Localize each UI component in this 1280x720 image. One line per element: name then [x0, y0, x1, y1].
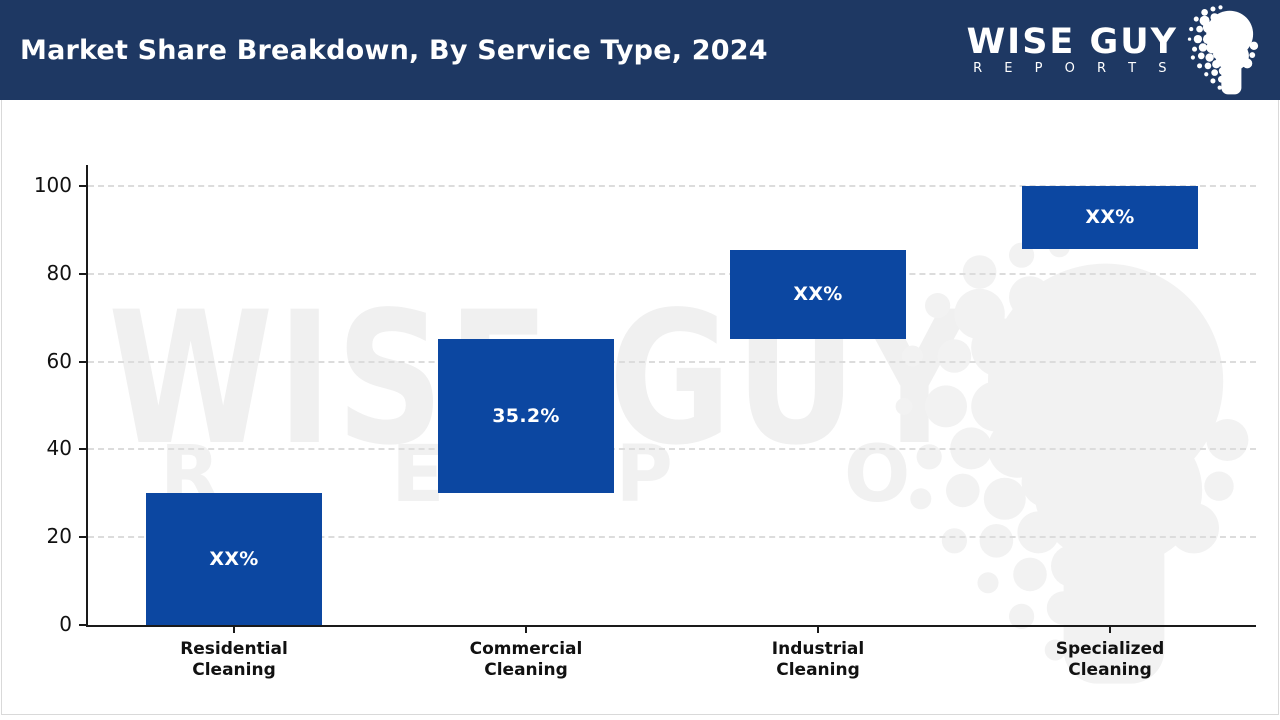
y-axis-tickmark	[79, 360, 87, 363]
y-axis-tick-label: 40	[46, 436, 72, 461]
y-axis-tickmark	[79, 448, 87, 451]
gridline-60	[88, 360, 1256, 363]
x-axis-category-label: Specialized Cleaning	[1015, 639, 1205, 681]
y-axis-tick-label: 60	[46, 348, 72, 373]
x-axis-category-label-line: Cleaning	[776, 660, 860, 680]
y-axis-tickmark	[79, 536, 87, 539]
bar-value-label: XX%	[1085, 206, 1135, 229]
bar-commercial-cleaning: 35.2%	[438, 338, 614, 494]
x-axis-tickmark	[1109, 627, 1111, 633]
x-axis-tickmark	[817, 627, 819, 633]
y-axis-line	[86, 165, 88, 627]
x-axis-category-label: Industrial Cleaning	[723, 639, 913, 681]
x-axis-category-label-line: Industrial	[771, 639, 865, 659]
gridline-40	[88, 448, 1256, 451]
gridline-100	[88, 185, 1256, 187]
y-axis-tick-label: 20	[46, 524, 72, 549]
x-axis-category-label-line: Cleaning	[484, 660, 568, 680]
y-axis-tick-label: 0	[59, 612, 72, 636]
logo-wordmark-line1: WISE GUY	[966, 22, 1178, 62]
x-axis-category-label-line: Cleaning	[192, 660, 276, 680]
x-axis-tickmark	[525, 627, 527, 633]
header-banner: Market Share Breakdown, By Service Type,…	[0, 0, 1280, 100]
bar-value-label: XX%	[209, 548, 259, 571]
y-axis-tickmark	[79, 272, 87, 275]
gridline-80	[88, 272, 1256, 275]
wiseguy-logo: WISE GUY R E P O R T S	[967, 4, 1266, 96]
bar-value-label: 35.2%	[492, 405, 560, 428]
chart-title: Market Share Breakdown, By Service Type,…	[20, 34, 768, 66]
gridline-20	[88, 536, 1256, 539]
bar-value-label: XX%	[793, 283, 843, 306]
x-axis-tickmark	[233, 627, 235, 633]
bar-industrial-cleaning: XX%	[730, 249, 906, 339]
logo-wordmark-line2: R E P O R T S	[973, 61, 1176, 76]
y-axis-tick-label: 100	[33, 173, 72, 197]
x-axis-category-label: Residential Cleaning	[139, 639, 329, 681]
bar-residential-cleaning: XX%	[146, 493, 322, 625]
x-axis-category-label-line: Commercial	[469, 639, 583, 659]
x-axis-category-label-line: Cleaning	[1068, 660, 1152, 680]
y-axis-tick-label: 80	[46, 260, 72, 285]
x-axis-line	[86, 625, 1256, 627]
x-axis-category-label-line: Residential	[180, 639, 288, 659]
x-axis-category-label: Commercial Cleaning	[431, 639, 621, 681]
x-axis-category-label-line: Specialized	[1055, 639, 1165, 659]
y-axis-tickmark	[79, 185, 87, 187]
y-axis-tickmark	[79, 624, 87, 626]
bar-specialized-cleaning: XX%	[1022, 186, 1198, 249]
logo-wordmark: WISE GUY R E P O R T S	[967, 24, 1178, 76]
